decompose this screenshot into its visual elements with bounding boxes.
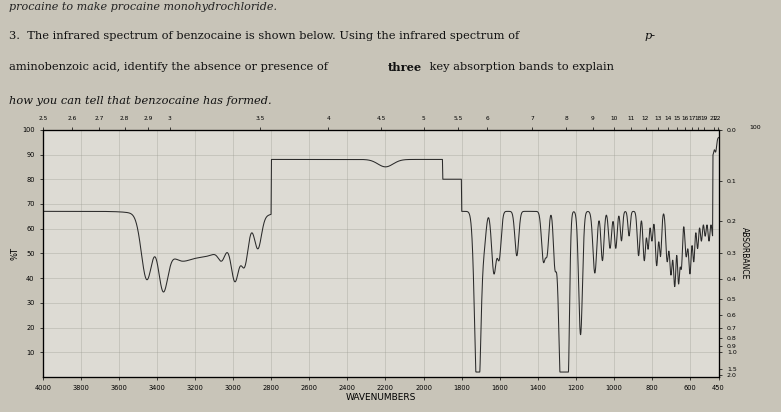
Text: three: three (388, 62, 423, 73)
Y-axis label: %T: %T (10, 247, 20, 260)
Text: 3.  The infrared spectrum of benzocaine is shown below. Using the infrared spect: 3. The infrared spectrum of benzocaine i… (9, 31, 523, 41)
Text: key absorption bands to explain: key absorption bands to explain (426, 62, 614, 72)
Text: p-: p- (644, 31, 655, 41)
Y-axis label: ABSORBANCE: ABSORBANCE (740, 227, 748, 280)
Text: aminobenzoic acid, identify the absence or presence of: aminobenzoic acid, identify the absence … (9, 62, 332, 72)
Text: how you can tell that benzocaine has formed.: how you can tell that benzocaine has for… (9, 96, 272, 105)
Text: procaine to make procaine monohydrochloride.: procaine to make procaine monohydrochlor… (9, 2, 277, 12)
Text: 100: 100 (749, 125, 761, 130)
X-axis label: WAVENUMBERS: WAVENUMBERS (345, 393, 416, 402)
